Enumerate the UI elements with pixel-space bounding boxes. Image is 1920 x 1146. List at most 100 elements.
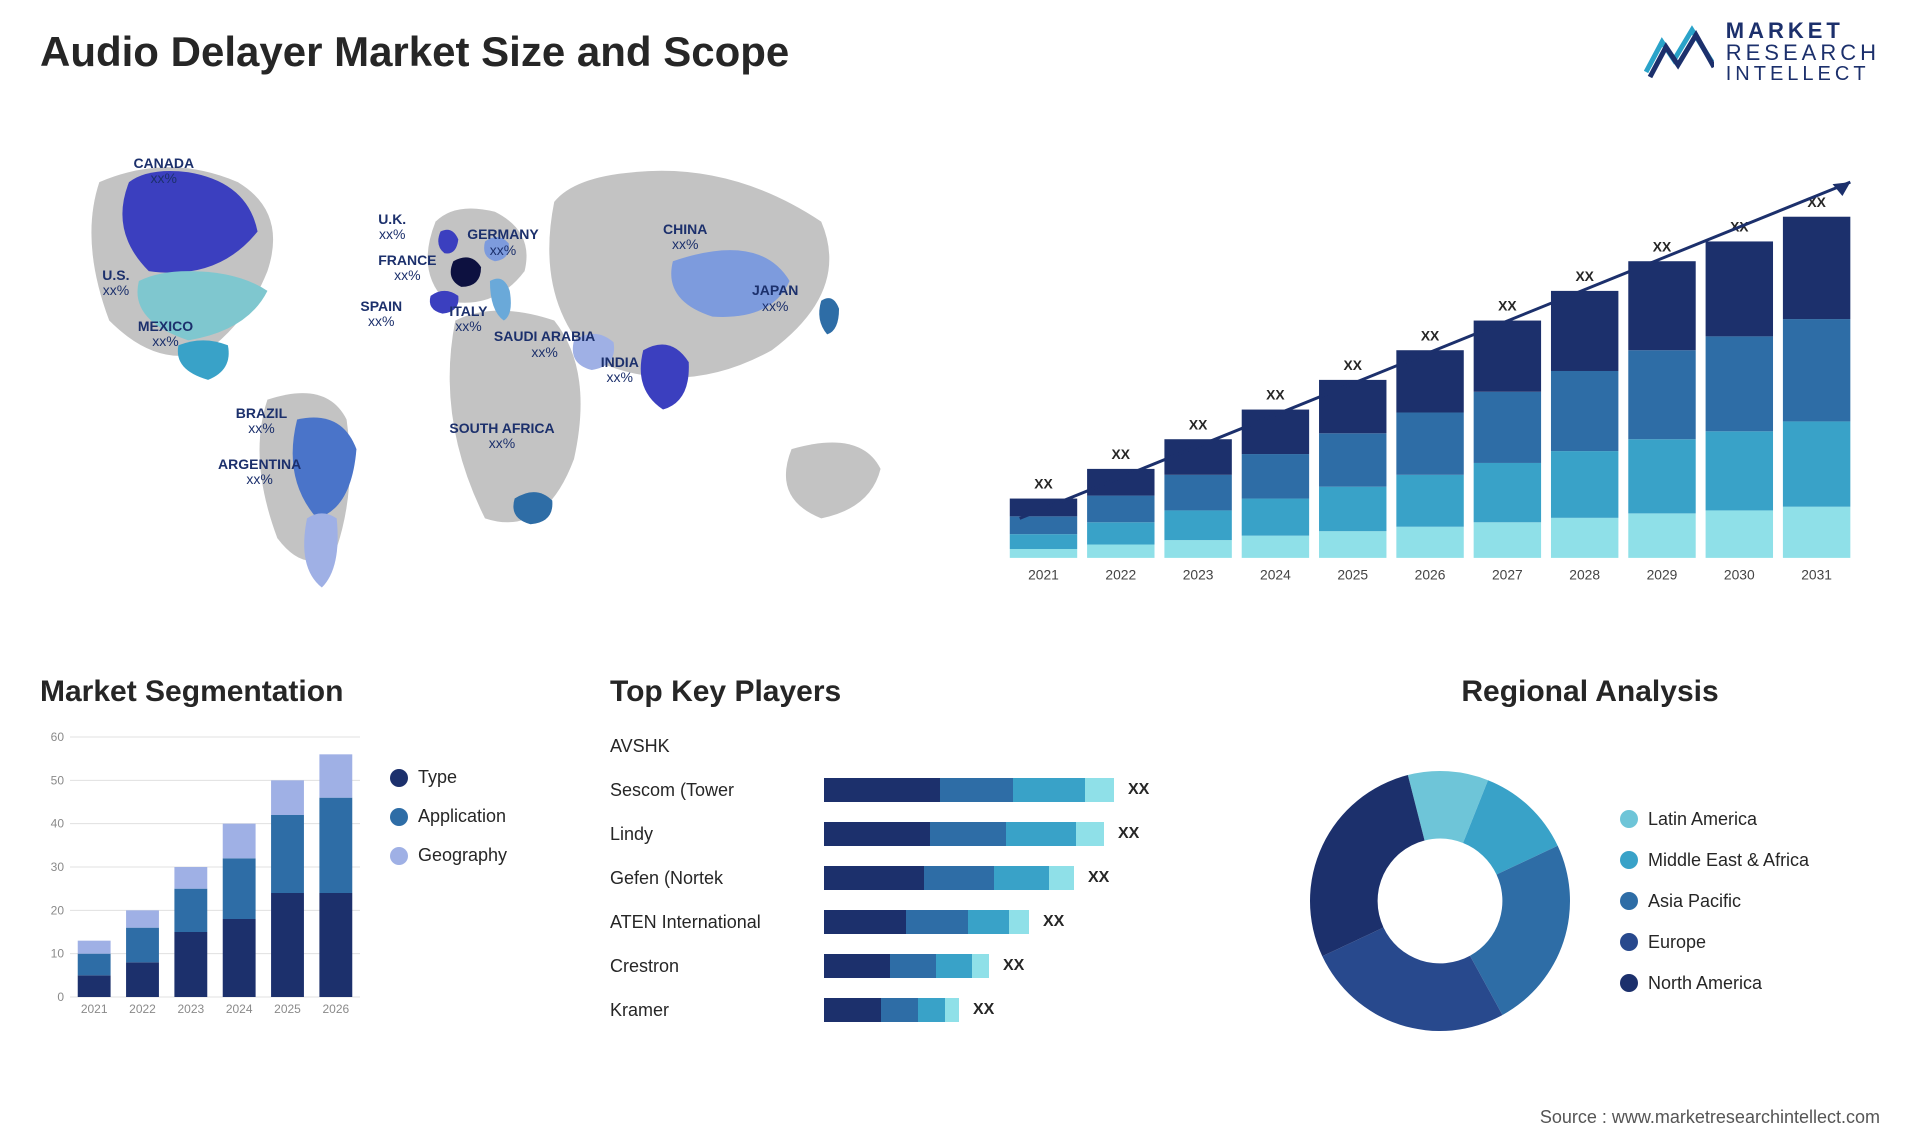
key-player-label: Gefen (Nortek [610,868,810,889]
brand-line2: RESEARCH [1726,42,1880,64]
svg-text:XX: XX [1189,416,1208,432]
svg-text:40: 40 [51,817,65,831]
key-players-panel: Top Key Players AVSHK Sescom (TowerXX Lind… [610,675,1250,1075]
svg-text:0: 0 [57,990,64,1004]
legend-item: Europe [1620,932,1809,953]
legend-item: North America [1620,973,1809,994]
key-player-row: Gefen (Nortek XX [610,859,1250,897]
svg-text:2031: 2031 [1801,567,1832,583]
map-label: ARGENTINAxx% [218,457,301,488]
segmentation-legend: Type Application Geography [390,727,507,1075]
svg-text:XX: XX [1034,476,1053,492]
brand-line1: MARKET [1726,20,1880,42]
segmentation-chart: 0 10 20 30 40 50 60 2021 2022 2023 2024 2025 2026 [40,727,360,1027]
key-player-label: Crestron [610,956,810,977]
key-player-value: XX [1118,825,1139,843]
svg-text:2022: 2022 [1105,567,1136,583]
map-label: U.K.xx% [378,212,406,243]
svg-text:2021: 2021 [81,1002,108,1016]
svg-text:2029: 2029 [1647,567,1678,583]
svg-text:2023: 2023 [1183,567,1214,583]
svg-text:60: 60 [51,730,65,744]
brand-logo: MARKET RESEARCH INTELLECT [1644,20,1880,84]
svg-text:XX: XX [1344,357,1363,373]
svg-text:XX: XX [1266,387,1285,403]
key-player-value: XX [973,1001,994,1019]
key-player-bar [824,998,959,1022]
key-player-bar [824,910,1029,934]
map-label: JAPANxx% [752,283,798,314]
key-player-row: Crestron XX [610,947,1250,985]
map-label: CHINAxx% [663,222,707,253]
regional-title: Regional Analysis [1300,675,1880,709]
brand-logo-icon [1644,22,1714,82]
svg-text:2023: 2023 [177,1002,204,1016]
world-map-svg [40,115,930,625]
growth-chart: XX 2021 XX 2022 XX 2023 XX 2024 XX 2025 XX 2026 XX 20… [990,115,1880,625]
source-label: Source : www.marketresearchintellect.com [1540,1107,1880,1128]
svg-text:XX: XX [1498,298,1517,314]
key-player-value: XX [1003,957,1024,975]
svg-text:2024: 2024 [226,1002,253,1016]
map-label: FRANCExx% [378,253,436,284]
key-player-value: XX [1128,781,1149,799]
key-player-label: Lindy [610,824,810,845]
svg-text:2024: 2024 [1260,567,1291,583]
key-player-value: XX [1088,869,1109,887]
key-player-row: KramerXX [610,991,1250,1029]
segmentation-title: Market Segmentation [40,675,560,709]
growth-chart-svg: XX 2021 XX 2022 XX 2023 XX 2024 XX 2025 XX 2026 XX 20… [990,115,1880,625]
legend-item: Asia Pacific [1620,891,1809,912]
map-label: BRAZILxx% [236,406,287,437]
map-label: SPAINxx% [360,299,402,330]
key-player-row: Sescom (TowerXX [610,771,1250,809]
svg-text:50: 50 [51,773,65,787]
key-players-chart: AVSHKSescom (TowerXXLindyXXGefen (Nortek… [610,727,1250,1029]
regional-legend: Latin America Middle East & Africa Asia Pa… [1620,809,1809,994]
key-player-bar [824,866,1074,890]
legend-item: Geography [390,845,507,866]
svg-text:2028: 2028 [1569,567,1600,583]
legend-item: Middle East & Africa [1620,850,1809,871]
svg-text:XX: XX [1421,327,1440,343]
map-label: GERMANYxx% [467,227,539,258]
svg-text:2030: 2030 [1724,567,1755,583]
legend-item: Latin America [1620,809,1809,830]
svg-text:2025: 2025 [1337,567,1368,583]
svg-text:2027: 2027 [1492,567,1523,583]
key-player-value: XX [1043,913,1064,931]
map-label: SOUTH AFRICAxx% [449,421,554,452]
key-player-bar [824,822,1104,846]
svg-text:XX: XX [1653,238,1672,254]
svg-text:2021: 2021 [1028,567,1059,583]
svg-text:XX: XX [1112,446,1131,462]
legend-item: Type [390,767,507,788]
map-label: SAUDI ARABIAxx% [494,329,595,360]
map-label: MEXICOxx% [138,319,193,350]
svg-text:2022: 2022 [129,1002,156,1016]
segmentation-panel: Market Segmentation 0 10 20 30 40 50 60 2021 202… [40,675,560,1075]
regional-panel: Regional Analysis Latin America Middle Ea… [1300,675,1880,1075]
key-player-label: AVSHK [610,736,810,757]
key-player-row: Lindy XX [610,815,1250,853]
key-player-bar [824,778,1114,802]
page-title: Audio Delayer Market Size and Scope [40,28,789,76]
svg-text:2026: 2026 [322,1002,349,1016]
map-label: INDIAxx% [601,355,639,386]
svg-text:30: 30 [51,860,65,874]
svg-text:2025: 2025 [274,1002,301,1016]
svg-text:XX: XX [1575,268,1594,284]
regional-donut [1300,761,1580,1041]
key-players-title: Top Key Players [610,675,1250,709]
svg-text:10: 10 [51,947,65,961]
key-player-row: AVSHK [610,727,1250,765]
legend-item: Application [390,806,507,827]
map-label: CANADAxx% [133,156,194,187]
key-player-row: ATEN International XX [610,903,1250,941]
brand-line3: INTELLECT [1726,64,1880,84]
svg-text:20: 20 [51,903,65,917]
world-map: CANADAxx%U.S.xx%MEXICOxx%BRAZILxx%ARGENT… [40,115,930,625]
svg-text:2026: 2026 [1415,567,1446,583]
key-player-label: ATEN International [610,912,810,933]
key-player-bar [824,954,989,978]
